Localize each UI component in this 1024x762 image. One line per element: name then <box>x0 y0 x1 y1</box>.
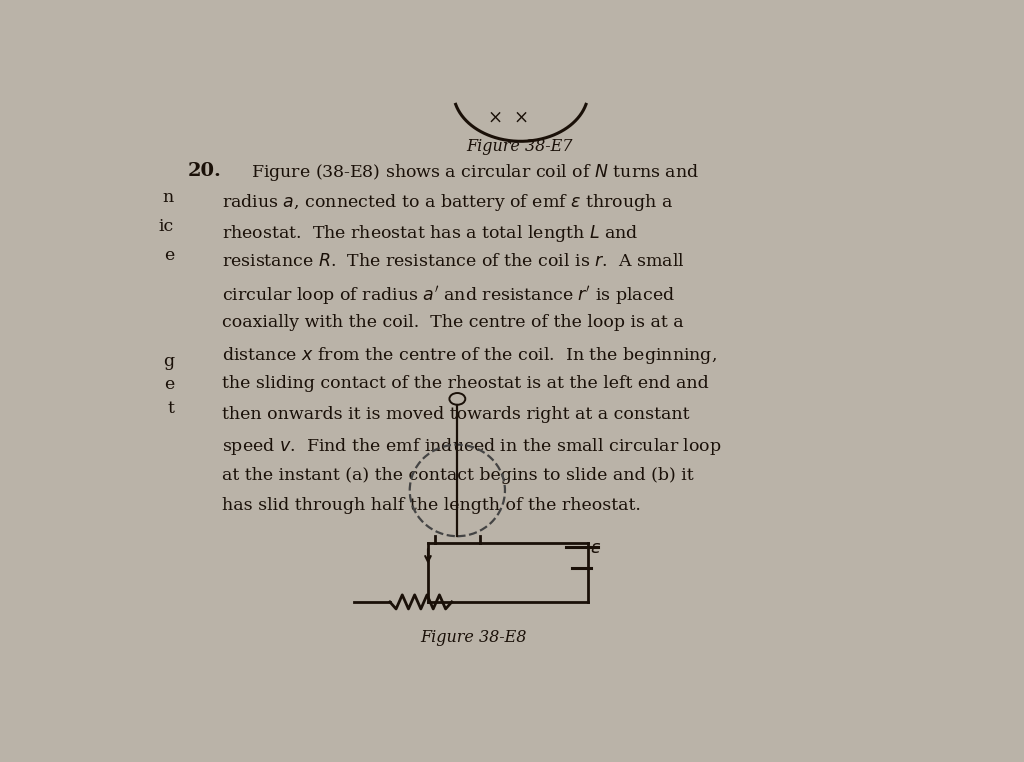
Text: $\varepsilon$: $\varepsilon$ <box>590 539 601 557</box>
Text: t: t <box>167 400 174 417</box>
Text: ×: × <box>487 109 502 126</box>
Text: coaxially with the coil.  The centre of the loop is at a: coaxially with the coil. The centre of t… <box>221 315 683 331</box>
Text: ×: × <box>513 109 528 126</box>
Text: Figure 38-E8: Figure 38-E8 <box>420 629 526 645</box>
Text: radius $a$, connected to a battery of emf $\varepsilon$ through a: radius $a$, connected to a battery of em… <box>221 192 673 213</box>
Text: then onwards it is moved towards right at a constant: then onwards it is moved towards right a… <box>221 406 689 423</box>
Text: at the instant (a) the contact begins to slide and (b) it: at the instant (a) the contact begins to… <box>221 467 693 484</box>
Text: resistance $R$.  The resistance of the coil is $r$.  A small: resistance $R$. The resistance of the co… <box>221 254 684 271</box>
Text: 20.: 20. <box>187 162 221 180</box>
Text: ic: ic <box>159 218 174 235</box>
Text: Figure (38-E8) shows a circular coil of $N$ turns and: Figure (38-E8) shows a circular coil of … <box>251 162 699 183</box>
Text: rheostat.  The rheostat has a total length $L$ and: rheostat. The rheostat has a total lengt… <box>221 223 638 244</box>
Text: n: n <box>163 188 174 206</box>
Text: Figure 38-E7: Figure 38-E7 <box>466 139 572 155</box>
Text: speed $v$.  Find the emf induced in the small circular loop: speed $v$. Find the emf induced in the s… <box>221 437 721 457</box>
Text: g: g <box>163 353 174 370</box>
Text: e: e <box>164 376 174 393</box>
Text: the sliding contact of the rheostat is at the left end and: the sliding contact of the rheostat is a… <box>221 376 709 392</box>
Text: circular loop of radius $a'$ and resistance $r'$ is placed: circular loop of radius $a'$ and resista… <box>221 284 675 307</box>
Text: e: e <box>164 247 174 264</box>
Text: has slid through half the length of the rheostat.: has slid through half the length of the … <box>221 498 641 514</box>
Text: distance $x$ from the centre of the coil.  In the beginning,: distance $x$ from the centre of the coil… <box>221 345 717 366</box>
